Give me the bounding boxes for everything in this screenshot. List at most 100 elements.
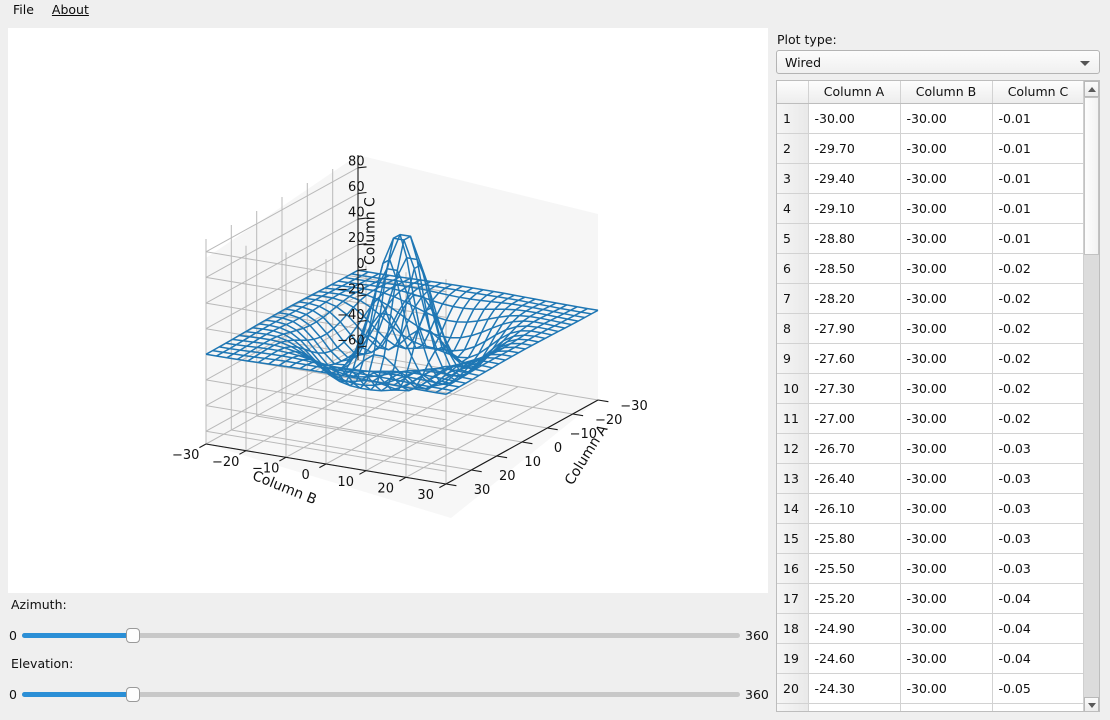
data-table-container[interactable]: Column A Column B Column C 1 -30.00 -30.00… <box>776 80 1100 712</box>
row-header-cell[interactable]: 11 <box>777 403 809 434</box>
cell-column-c[interactable]: -0.03 <box>992 493 1085 524</box>
scrollbar-track[interactable] <box>1084 97 1099 697</box>
scrollbar-thumb[interactable] <box>1084 97 1099 255</box>
menu-item-file[interactable]: File <box>9 2 43 18</box>
row-header-cell[interactable]: 10 <box>777 373 809 404</box>
menu-item-about[interactable]: About <box>48 2 98 18</box>
cell-column-c[interactable]: -0.03 <box>992 463 1085 494</box>
table-row[interactable]: 9 -27.60 -30.00 -0.02 <box>777 343 1085 374</box>
cell-column-b[interactable]: -30.00 <box>900 253 993 284</box>
cell-column-b[interactable]: -30.00 <box>900 613 993 644</box>
cell-column-a[interactable]: -28.20 <box>808 283 901 314</box>
cell-column-c[interactable]: -0.03 <box>992 433 1085 464</box>
cell-column-c[interactable]: -0.04 <box>992 643 1085 674</box>
cell-column-b[interactable]: -30.00 <box>900 373 993 404</box>
cell-column-c[interactable] <box>992 703 1085 711</box>
cell-column-a[interactable]: -27.30 <box>808 373 901 404</box>
row-header-cell[interactable]: 20 <box>777 673 809 704</box>
scroll-up-button[interactable] <box>1084 81 1099 97</box>
table-row[interactable]: 19 -24.60 -30.00 -0.04 <box>777 643 1085 674</box>
row-header-cell[interactable]: 12 <box>777 433 809 464</box>
cell-column-b[interactable]: -30.00 <box>900 463 993 494</box>
cell-column-a[interactable]: -28.50 <box>808 253 901 284</box>
table-row[interactable]: 17 -25.20 -30.00 -0.04 <box>777 583 1085 614</box>
cell-column-a[interactable]: -24.90 <box>808 613 901 644</box>
cell-column-c[interactable]: -0.01 <box>992 193 1085 224</box>
row-header-cell[interactable]: 2 <box>777 133 809 164</box>
cell-column-b[interactable]: -30.00 <box>900 283 993 314</box>
cell-column-b[interactable]: -30.00 <box>900 493 993 524</box>
cell-column-c[interactable]: -0.02 <box>992 313 1085 344</box>
row-header-cell[interactable] <box>777 703 809 711</box>
table-row[interactable]: 2 -29.70 -30.00 -0.01 <box>777 133 1085 164</box>
cell-column-c[interactable]: -0.01 <box>992 163 1085 194</box>
cell-column-c[interactable]: -0.02 <box>992 403 1085 434</box>
cell-column-c[interactable]: -0.03 <box>992 553 1085 584</box>
table-row[interactable]: 13 -26.40 -30.00 -0.03 <box>777 463 1085 494</box>
table-header-column-c[interactable]: Column C <box>992 81 1085 104</box>
cell-column-c[interactable]: -0.01 <box>992 133 1085 164</box>
table-row[interactable]: 7 -28.20 -30.00 -0.02 <box>777 283 1085 314</box>
row-header-cell[interactable]: 8 <box>777 313 809 344</box>
cell-column-a[interactable]: -25.80 <box>808 523 901 554</box>
cell-column-c[interactable]: -0.04 <box>992 583 1085 614</box>
table-row[interactable]: 20 -24.30 -30.00 -0.05 <box>777 673 1085 704</box>
table-row[interactable]: 1 -30.00 -30.00 -0.01 <box>777 103 1085 134</box>
row-header-cell[interactable]: 13 <box>777 463 809 494</box>
cell-column-a[interactable]: -26.40 <box>808 463 901 494</box>
table-row[interactable]: 16 -25.50 -30.00 -0.03 <box>777 553 1085 584</box>
row-header-cell[interactable]: 15 <box>777 523 809 554</box>
cell-column-a[interactable]: -26.10 <box>808 493 901 524</box>
cell-column-c[interactable]: -0.01 <box>992 223 1085 254</box>
cell-column-c[interactable]: -0.05 <box>992 673 1085 704</box>
row-header-cell[interactable]: 19 <box>777 643 809 674</box>
cell-column-b[interactable]: -30.00 <box>900 223 993 254</box>
cell-column-a[interactable] <box>808 703 901 711</box>
cell-column-a[interactable]: -27.90 <box>808 313 901 344</box>
row-header-cell[interactable]: 14 <box>777 493 809 524</box>
table-row[interactable]: 4 -29.10 -30.00 -0.01 <box>777 193 1085 224</box>
table-row[interactable] <box>777 703 1085 711</box>
cell-column-a[interactable]: -29.40 <box>808 163 901 194</box>
cell-column-c[interactable]: -0.02 <box>992 283 1085 314</box>
cell-column-b[interactable]: -30.00 <box>900 313 993 344</box>
table-row[interactable]: 3 -29.40 -30.00 -0.01 <box>777 163 1085 194</box>
cell-column-c[interactable]: -0.02 <box>992 373 1085 404</box>
plot-canvas[interactable]: −30 −20 −10 0 10 20 30 Column B 30 20 10 0 −10 −20 −30… <box>8 28 768 593</box>
table-row[interactable]: 5 -28.80 -30.00 -0.01 <box>777 223 1085 254</box>
cell-column-c[interactable]: -0.03 <box>992 523 1085 554</box>
cell-column-b[interactable]: -30.00 <box>900 553 993 584</box>
elevation-slider[interactable] <box>22 687 740 702</box>
azimuth-slider[interactable] <box>22 628 740 643</box>
row-header-cell[interactable]: 3 <box>777 163 809 194</box>
cell-column-b[interactable]: -30.00 <box>900 403 993 434</box>
cell-column-b[interactable]: -30.00 <box>900 103 993 134</box>
azimuth-slider-thumb[interactable] <box>125 628 140 643</box>
cell-column-a[interactable]: -26.70 <box>808 433 901 464</box>
table-header-column-a[interactable]: Column A <box>808 81 901 104</box>
table-header-column-b[interactable]: Column B <box>900 81 993 104</box>
cell-column-a[interactable]: -24.30 <box>808 673 901 704</box>
cell-column-c[interactable]: -0.02 <box>992 343 1085 374</box>
scroll-down-button[interactable] <box>1084 697 1099 711</box>
row-header-cell[interactable]: 16 <box>777 553 809 584</box>
cell-column-b[interactable]: -30.00 <box>900 163 993 194</box>
cell-column-a[interactable]: -25.20 <box>808 583 901 614</box>
cell-column-a[interactable]: -29.10 <box>808 193 901 224</box>
cell-column-a[interactable]: -29.70 <box>808 133 901 164</box>
table-row[interactable]: 15 -25.80 -30.00 -0.03 <box>777 523 1085 554</box>
cell-column-b[interactable]: -30.00 <box>900 343 993 374</box>
cell-column-b[interactable]: -30.00 <box>900 523 993 554</box>
row-header-cell[interactable]: 7 <box>777 283 809 314</box>
table-row[interactable]: 8 -27.90 -30.00 -0.02 <box>777 313 1085 344</box>
cell-column-b[interactable]: -30.00 <box>900 133 993 164</box>
elevation-slider-thumb[interactable] <box>125 687 140 702</box>
table-row[interactable]: 18 -24.90 -30.00 -0.04 <box>777 613 1085 644</box>
table-vertical-scrollbar[interactable] <box>1083 81 1099 711</box>
cell-column-c[interactable]: -0.01 <box>992 103 1085 134</box>
cell-column-c[interactable]: -0.02 <box>992 253 1085 284</box>
cell-column-a[interactable]: -24.60 <box>808 643 901 674</box>
cell-column-b[interactable]: -30.00 <box>900 433 993 464</box>
table-row[interactable]: 12 -26.70 -30.00 -0.03 <box>777 433 1085 464</box>
cell-column-b[interactable]: -30.00 <box>900 583 993 614</box>
